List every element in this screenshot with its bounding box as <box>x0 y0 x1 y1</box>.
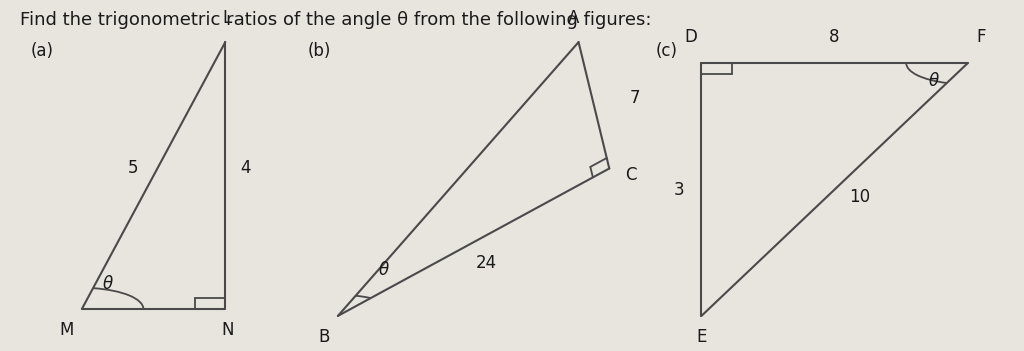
Text: θ: θ <box>379 261 389 279</box>
Text: Find the trigonometric ratios of the angle θ from the following figures:: Find the trigonometric ratios of the ang… <box>20 11 652 28</box>
Text: 4: 4 <box>241 159 251 178</box>
Text: θ: θ <box>929 72 939 90</box>
Text: F: F <box>976 28 986 46</box>
Text: N: N <box>221 321 233 339</box>
Text: A: A <box>567 8 580 27</box>
Text: L: L <box>222 8 232 27</box>
Text: 5: 5 <box>128 159 138 178</box>
Text: θ: θ <box>102 275 113 293</box>
Text: 10: 10 <box>850 187 870 206</box>
Text: 3: 3 <box>674 180 684 199</box>
Text: 7: 7 <box>630 89 640 107</box>
Text: 8: 8 <box>829 28 840 46</box>
Text: C: C <box>625 166 636 185</box>
Text: (b): (b) <box>307 42 331 60</box>
Text: (c): (c) <box>655 42 677 60</box>
Text: (a): (a) <box>31 42 53 60</box>
Text: B: B <box>317 328 330 346</box>
Text: D: D <box>685 28 697 46</box>
Text: M: M <box>59 321 74 339</box>
Text: E: E <box>696 328 707 346</box>
Text: 24: 24 <box>476 254 497 272</box>
